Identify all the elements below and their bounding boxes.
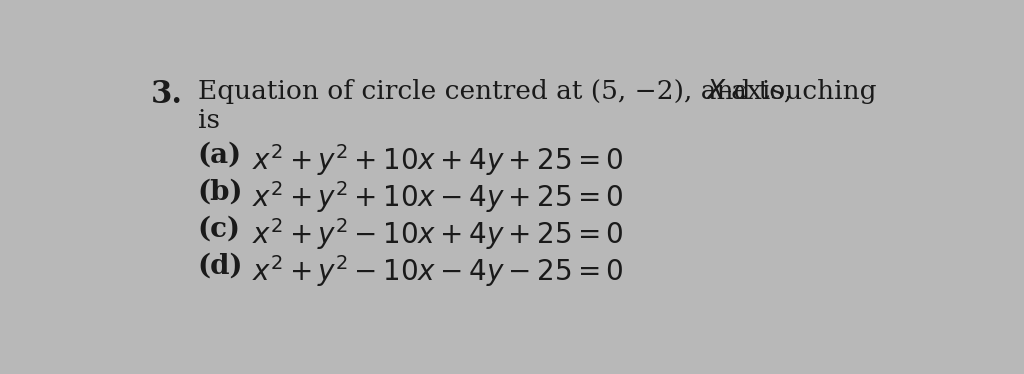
Text: 3.: 3. [152, 79, 183, 110]
Text: is: is [198, 108, 220, 133]
Text: –axis,: –axis, [719, 79, 793, 104]
Text: $x^2+y^2+10x+4y+25=0$: $x^2+y^2+10x+4y+25=0$ [252, 142, 624, 178]
Text: (b): (b) [198, 179, 244, 206]
Text: (a): (a) [198, 142, 242, 169]
Text: (c): (c) [198, 216, 241, 243]
Text: Equation of circle centred at (5, −2), and touching: Equation of circle centred at (5, −2), a… [198, 79, 885, 104]
Text: $x^2+y^2-10x+4y+25=0$: $x^2+y^2-10x+4y+25=0$ [252, 216, 624, 252]
Text: (d): (d) [198, 253, 244, 280]
Text: $x^2+y^2-10x-4y-25=0$: $x^2+y^2-10x-4y-25=0$ [252, 253, 624, 289]
Text: $X$: $X$ [705, 79, 726, 104]
Text: $x^2+y^2+10x-4y+25=0$: $x^2+y^2+10x-4y+25=0$ [252, 179, 624, 215]
